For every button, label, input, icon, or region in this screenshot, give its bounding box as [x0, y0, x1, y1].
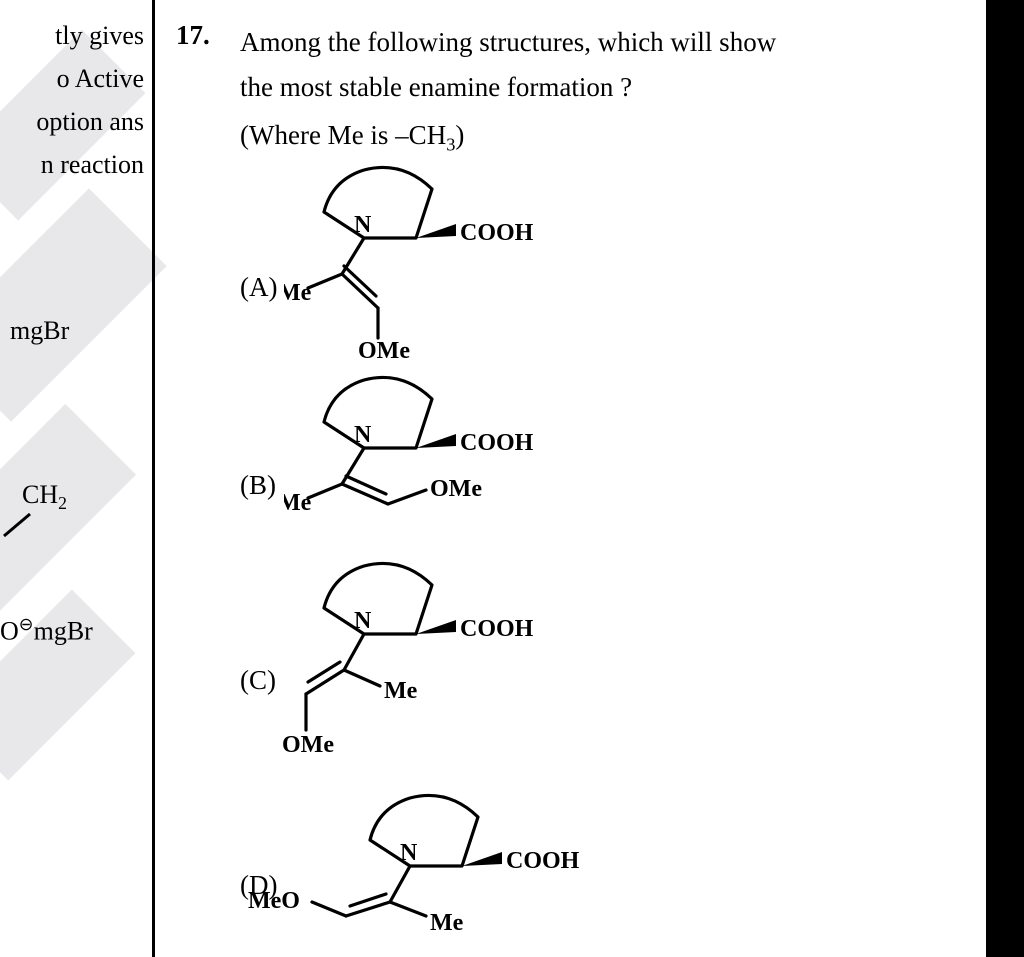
minus-sup: ⊖ — [19, 614, 34, 634]
option-label-a: (A) — [240, 272, 277, 303]
question-number: 17. — [176, 20, 210, 51]
svg-text:N: N — [354, 422, 372, 448]
svg-text:N: N — [354, 608, 372, 634]
option-label-b: (B) — [240, 470, 276, 501]
left-frag-mgbr: mgBr — [10, 316, 69, 346]
vertical-divider — [152, 0, 155, 957]
structure-b-svg: N COOH Me OMe — [284, 372, 624, 542]
ch2-text: CH — [22, 480, 58, 509]
note-suffix: ) — [455, 120, 464, 150]
o-text: O — [0, 617, 19, 646]
left-frag: o Active — [0, 61, 144, 96]
svg-text:N: N — [354, 212, 372, 238]
svg-text:OMe: OMe — [282, 732, 334, 758]
structure-a-svg: N COOH Me OMe — [284, 162, 624, 362]
left-column: tly gives o Active option ans n reaction — [0, 0, 152, 190]
svg-text:COOH: COOH — [506, 848, 580, 874]
page-root: tly gives o Active option ans n reaction… — [0, 0, 1024, 957]
left-frag: option ans — [0, 104, 144, 139]
svg-text:N: N — [400, 840, 418, 866]
q-line2: the most stable enamine formation ? — [240, 72, 632, 102]
svg-text:OMe: OMe — [430, 476, 482, 502]
question-text: Among the following structures, which wi… — [240, 20, 940, 109]
svg-text:Me: Me — [430, 910, 464, 936]
left-frag-ombr: O⊖mgBr — [0, 614, 93, 647]
svg-text:COOH: COOH — [460, 220, 534, 246]
note-prefix: (Where Me is –CH — [240, 120, 446, 150]
svg-text:Me: Me — [284, 490, 312, 516]
q-line1: Among the following structures, which wi… — [240, 27, 776, 57]
left-frag: n reaction — [0, 147, 144, 182]
question-note: (Where Me is –CH3) — [240, 120, 464, 155]
svg-text:Me: Me — [384, 678, 418, 704]
svg-text:Me: Me — [284, 280, 312, 306]
structure-d-svg: N COOH Me MeO — [240, 790, 640, 955]
svg-text:OMe: OMe — [358, 338, 410, 362]
left-frag: tly gives — [0, 18, 144, 53]
mgbr-text: mgBr — [34, 617, 93, 646]
note-sub: 3 — [446, 134, 455, 154]
svg-text:COOH: COOH — [460, 430, 534, 456]
right-black-strip — [986, 0, 1024, 957]
ch2-bond-svg — [0, 508, 50, 540]
ch2-sub: 2 — [58, 493, 67, 513]
structure-c-svg: N COOH Me OMe — [262, 558, 622, 768]
bg-shade — [0, 188, 167, 421]
svg-text:MeO: MeO — [248, 888, 300, 914]
svg-text:COOH: COOH — [460, 616, 534, 642]
